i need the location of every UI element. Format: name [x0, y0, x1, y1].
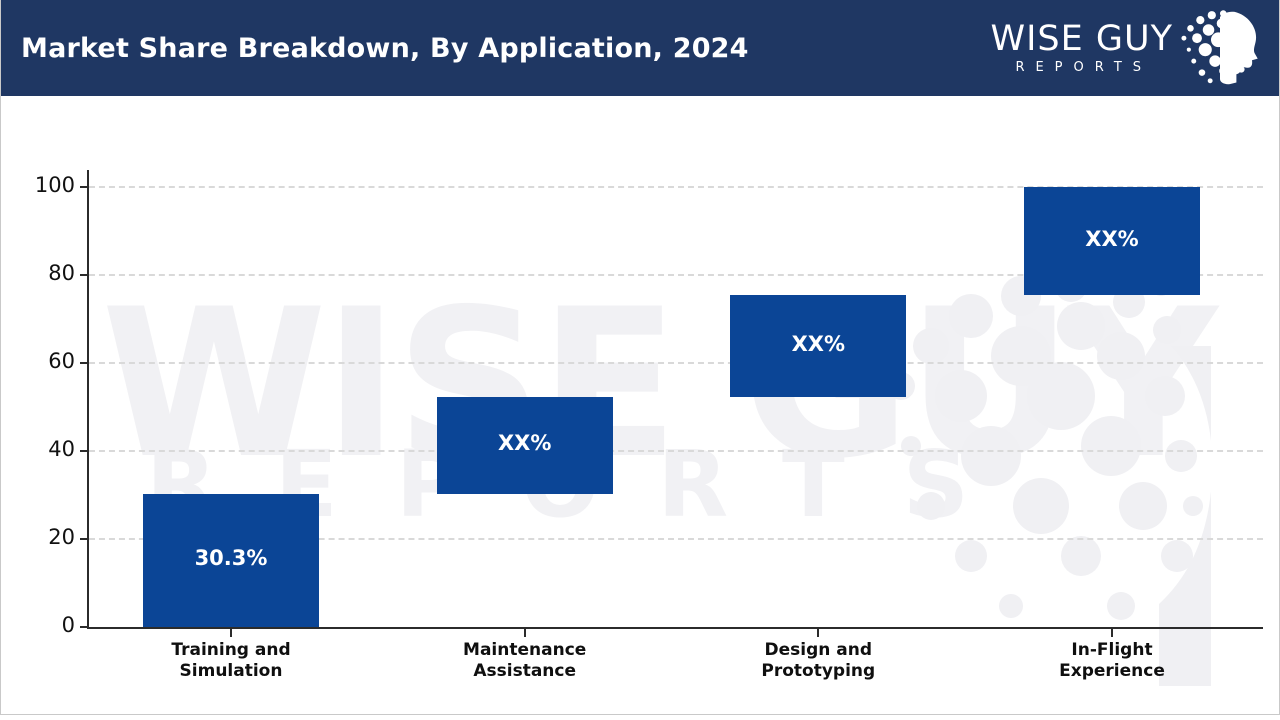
y-axis-line — [87, 170, 89, 629]
bar-segment — [730, 294, 907, 397]
gridline — [89, 362, 1263, 364]
gridline — [89, 538, 1263, 540]
gridline — [89, 450, 1263, 452]
x-category-label-line: Design and — [764, 640, 873, 660]
y-tick-label: 0 — [61, 613, 75, 637]
y-tick-mark — [80, 450, 87, 452]
y-tick-label: 100 — [34, 173, 75, 197]
bar-segment — [1024, 187, 1200, 295]
bar-value-label: XX% — [497, 431, 552, 456]
y-tick-mark — [80, 626, 87, 628]
x-category-label-line: Assistance — [473, 661, 577, 682]
logo-face-icon — [1181, 10, 1258, 85]
x-tick-mark — [817, 629, 820, 637]
x-axis-line — [87, 627, 1263, 629]
chart-title: Market Share Breakdown, By Application, … — [21, 32, 749, 64]
watermark-face-icon — [887, 264, 1211, 686]
brand-logo-text: WISE GUY REPORTS — [990, 19, 1173, 75]
x-category-label-line: Prototyping — [761, 661, 876, 682]
x-category-label: Training and Simulation — [121, 640, 341, 683]
bar-value-label: 30.3% — [194, 546, 268, 571]
x-category-label-line: Experience — [1059, 661, 1165, 682]
header-bar: Market Share Breakdown, By Application, … — [1, 0, 1279, 96]
y-tick-label: 60 — [48, 349, 75, 373]
gridline — [89, 186, 1263, 188]
x-category-label: Maintenance Assistance — [415, 640, 635, 683]
y-tick-mark — [80, 538, 87, 540]
x-category-label-line: Maintenance — [463, 640, 587, 660]
y-tick-label: 80 — [48, 261, 75, 285]
x-tick-mark — [230, 629, 232, 637]
x-category-label-line: Training and — [171, 640, 291, 660]
y-tick-label: 40 — [48, 437, 75, 461]
x-category-label-line: Simulation — [179, 661, 283, 682]
y-tick-mark — [80, 362, 87, 364]
x-tick-mark — [523, 629, 526, 637]
logo-wordmark: WISE GUY — [990, 19, 1173, 59]
brand-logo: WISE GUY REPORTS — [990, 10, 1261, 86]
logo-subtext: REPORTS — [1015, 60, 1153, 75]
y-tick-mark — [80, 274, 87, 276]
x-category-label: In-Flight Experience — [1002, 640, 1222, 683]
bar-segment — [436, 396, 613, 494]
gridline — [89, 274, 1263, 276]
x-category-label: Design and Prototyping — [708, 640, 928, 683]
y-tick-mark — [80, 186, 87, 188]
y-tick-label: 20 — [48, 525, 75, 549]
bar-value-label: XX% — [791, 331, 846, 356]
x-tick-mark — [1111, 629, 1113, 637]
bar-segment — [143, 493, 319, 627]
x-category-label-line: In-Flight — [1071, 640, 1153, 660]
bar-value-label: XX% — [1085, 226, 1139, 251]
